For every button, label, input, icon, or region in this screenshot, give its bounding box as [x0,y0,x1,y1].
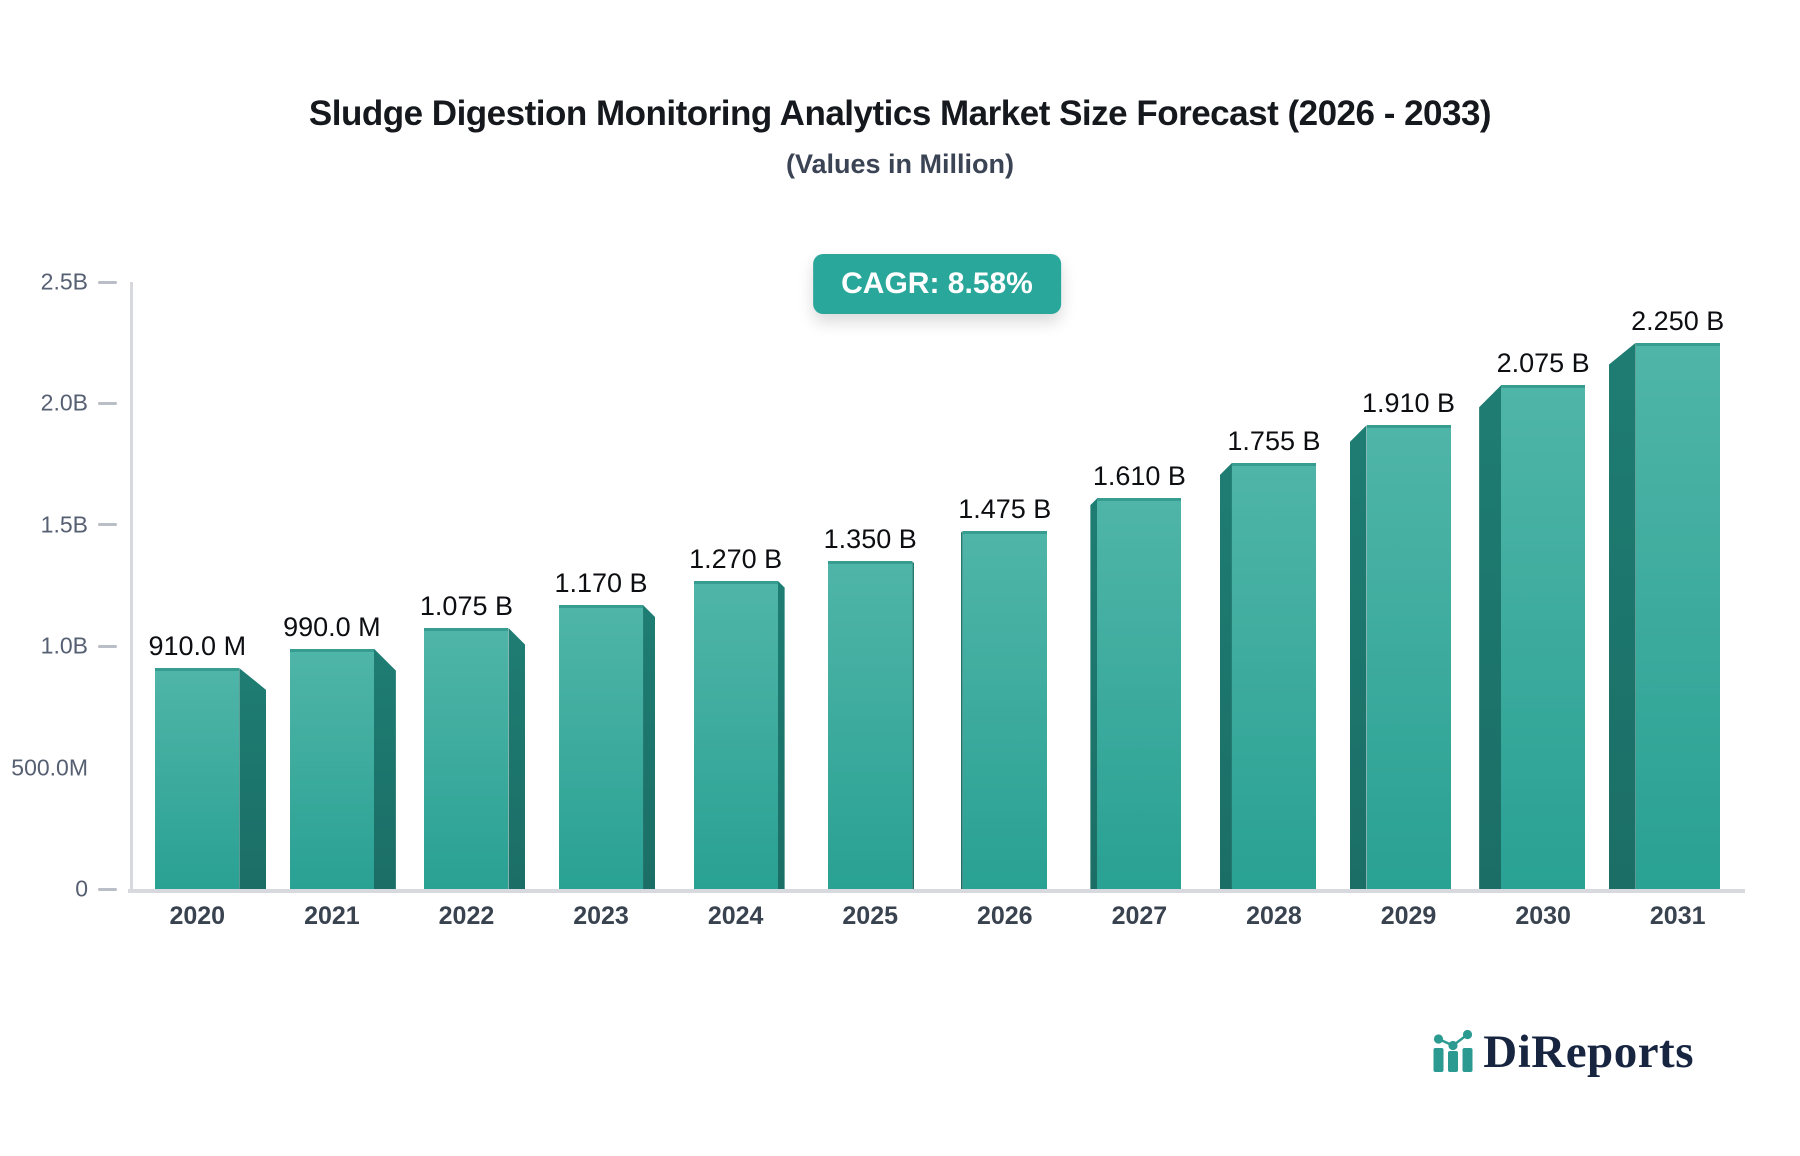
bar-value-label: 1.475 B [958,493,1052,524]
bar [1097,498,1182,889]
bar [962,530,1047,889]
bar [828,561,913,889]
bar-value-label: 2.250 B [1631,305,1725,336]
bar [1501,385,1586,889]
bar [1366,425,1451,889]
x-axis-label: 2029 [1380,902,1437,930]
bar [289,648,374,889]
y-axis-tick [98,644,117,648]
bar-value-label: 1.270 B [689,543,783,574]
x-axis-label: 2031 [1649,902,1706,930]
bar [1635,342,1720,889]
bar-value-label: 1.170 B [554,567,648,598]
y-axis-label: 2.0B [40,389,88,416]
bar-side-face [643,604,656,889]
bar-value-label: 2.075 B [1496,348,1590,379]
chart-subtitle: (Values in Million) [785,149,1015,179]
y-axis-tick [98,887,117,891]
bar-side-face [912,561,915,889]
bar-value-label: 1.610 B [1092,461,1186,492]
x-axis-line [128,889,1745,893]
y-axis-tick [98,523,117,527]
bar-value-label: 910.0 M [148,631,247,662]
bar-value-label: 1.350 B [823,524,917,555]
bar [559,604,644,889]
bar-value-label: 1.755 B [1227,425,1321,456]
bar [1231,462,1316,889]
bar-side-face [1219,462,1232,889]
x-axis-label: 2027 [1111,902,1168,930]
y-axis-tick [98,401,117,405]
bar [424,628,509,889]
y-axis-label: 0 [75,875,88,902]
bar-value-label: 1.910 B [1361,388,1456,419]
x-axis-label: 2028 [1246,902,1302,930]
bar-side-face [960,530,963,889]
x-axis-label: 2023 [573,902,629,930]
bar-side-face [1479,385,1502,889]
bar-side-face [777,580,785,889]
x-axis-label: 2030 [1515,902,1571,930]
bar-value-label: 1.075 B [419,591,513,621]
cagr-badge: CAGR: 8.58% [813,254,1061,314]
bar-value-label: 990.0 M [283,611,381,642]
y-axis-label: 1.5B [40,511,88,538]
bar-side-face [1349,425,1367,889]
y-axis-label: 1.0B [40,632,88,659]
bar-side-face [239,668,267,889]
bar [693,580,778,889]
bar-side-face [508,628,526,889]
x-axis-label: 2021 [304,902,360,930]
bar [155,668,240,889]
x-axis-label: 2022 [438,902,495,930]
chart-title: Sludge Digestion Monitoring Analytics Ma… [308,94,1492,133]
bar-side-face [1608,342,1636,889]
brand-name: DiReports [1483,1025,1694,1078]
direports-icon [1433,1029,1473,1072]
x-axis-label: 2024 [707,902,764,930]
bar-side-face [1090,498,1098,889]
x-axis-label: 2026 [976,902,1033,930]
brand-logo: DiReports [1432,1025,1694,1078]
x-axis-label: 2025 [842,902,899,930]
x-axis-label: 2020 [169,902,226,930]
y-axis-label: 2.5B [40,268,88,295]
bar-side-face [373,648,396,889]
plot-area: 910.0 M 990.0 M 1.075 B 1.170 B 1.270 B 1.350… [130,282,1745,889]
y-axis-label: 500.0M [11,754,88,781]
y-axis-tick [98,280,117,284]
y-axis-line [130,282,133,889]
